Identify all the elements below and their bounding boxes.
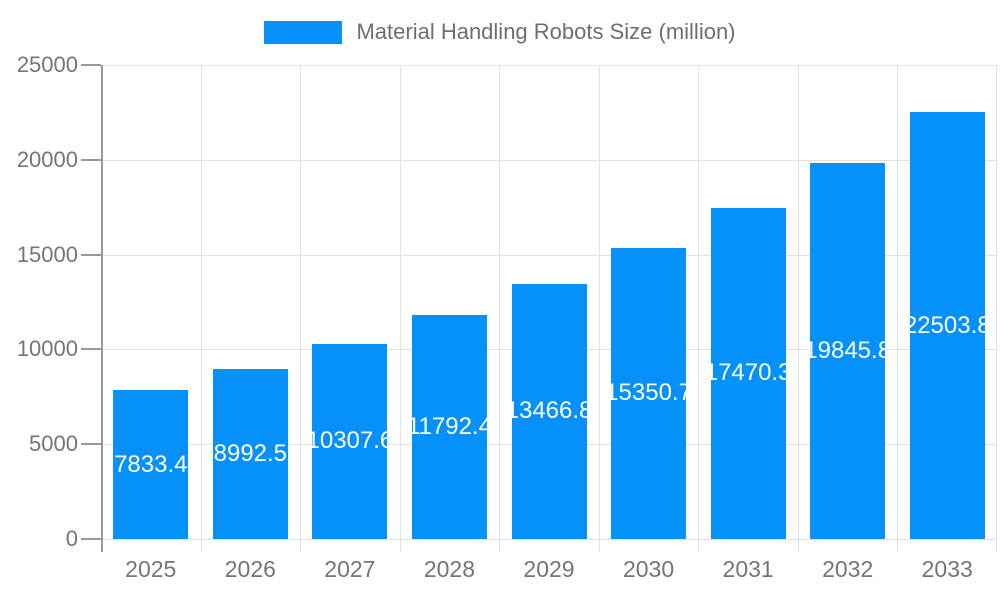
x-tick-label: 2028: [423, 556, 476, 582]
y-tick-label: 10000: [16, 336, 78, 362]
x-gridline: [300, 65, 302, 552]
legend-label: Material Handling Robots Size (million): [356, 19, 736, 44]
bar[interactable]: 17470.3: [710, 207, 786, 539]
bar-value-label: 19845.8: [810, 336, 886, 364]
y-tick-mark: [81, 64, 101, 66]
bar-value-label: 17470.3: [710, 359, 786, 387]
x-gridline: [399, 65, 401, 552]
y-gridline: [101, 254, 997, 256]
x-tick-label: 2032: [822, 556, 874, 582]
y-tick-label: 25000: [16, 52, 78, 77]
x-gridline: [200, 65, 202, 552]
x-tick-label: 2031: [722, 556, 774, 582]
x-gridline: [598, 65, 600, 552]
y-tick-mark: [81, 443, 101, 446]
y-gridline: [101, 159, 997, 161]
x-gridline: [797, 65, 799, 552]
x-tick-label: 2025: [125, 556, 177, 582]
y-gridline: [101, 65, 997, 66]
bar[interactable]: 19845.8: [810, 162, 886, 539]
x-tick-label: 2027: [324, 556, 376, 582]
y-tick-label: 15000: [16, 241, 78, 267]
bar[interactable]: 7833.4: [113, 390, 189, 539]
y-tick-mark: [81, 253, 101, 256]
bar-value-label: 22503.8: [909, 311, 985, 339]
bar-value-label: 15350.7: [611, 379, 687, 407]
y-tick-label: 20000: [16, 146, 78, 172]
bar[interactable]: 15350.7: [611, 247, 687, 539]
x-gridline: [698, 65, 700, 552]
x-gridline: [897, 65, 899, 552]
y-axis-line: [101, 65, 103, 552]
x-tick-label: 2026: [224, 556, 276, 582]
y-gridline: [101, 539, 997, 540]
x-gridline: [996, 65, 997, 552]
y-tick-label: 0: [65, 526, 78, 551]
x-tick-label: 2029: [523, 556, 575, 582]
plot-area: 7833.4 8992.5 10307.6 11792.4 13466.8 15350.7…: [101, 65, 997, 552]
bar-value-label: 8992.5: [213, 439, 288, 467]
bar-value-label: 10307.6: [312, 427, 388, 455]
x-tick-label: 2030: [622, 556, 675, 582]
y-tick-mark: [81, 348, 101, 351]
bar[interactable]: 22503.8: [909, 112, 985, 539]
bar-value-label: 11792.4: [412, 413, 487, 441]
legend-swatch: [264, 20, 343, 44]
x-tick-label: 2033: [921, 556, 973, 582]
bar[interactable]: 13466.8: [511, 283, 587, 539]
y-tick-label: 5000: [29, 431, 78, 457]
bar[interactable]: 8992.5: [212, 368, 288, 539]
bar[interactable]: 10307.6: [312, 343, 388, 539]
bar-value-label: 13466.8: [511, 397, 587, 425]
x-gridline: [499, 65, 501, 552]
legend-item[interactable]: Material Handling Robots Size (million): [0, 19, 1000, 45]
bar-value-label: 7833.4: [114, 450, 188, 478]
y-tick-mark: [81, 158, 101, 161]
y-tick-mark: [81, 538, 101, 540]
bar[interactable]: 11792.4: [411, 315, 487, 539]
